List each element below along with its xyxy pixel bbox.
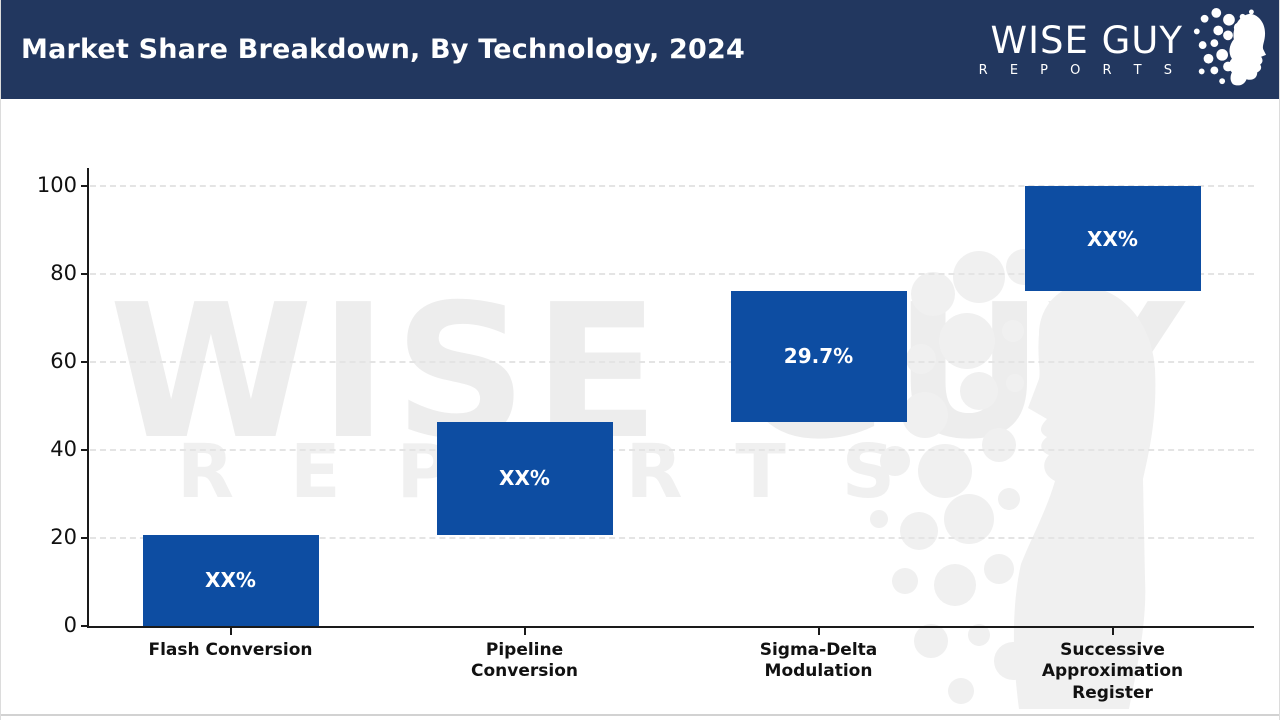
brand-logo: WISE GUY R E P O R T S (979, 0, 1267, 99)
bar-value-label: XX% (499, 466, 550, 491)
y-tick-label: 0 (63, 613, 77, 637)
x-category-label: Flash Conversion (148, 640, 313, 660)
x-tick-mark (817, 628, 820, 635)
bar-value-label: XX% (205, 568, 256, 593)
x-category-label: Successive Approximation Register (1041, 640, 1184, 703)
x-tick-mark (229, 628, 232, 635)
brand-head-icon (1189, 6, 1267, 94)
y-tick-mark (81, 273, 89, 275)
plot: 0 20 40 60 80 100 XX% Flash Conversion XX% Pipeli… (1, 99, 1279, 714)
y-tick-label: 20 (50, 525, 77, 549)
header-banner: Market Share Breakdown, By Technology, 2… (1, 0, 1279, 99)
bar: 29.7% (730, 291, 907, 422)
y-tick-label: 40 (50, 437, 77, 461)
x-category-label: Sigma-Delta Modulation (759, 640, 878, 682)
y-tick-label: 100 (36, 173, 77, 197)
bar-value-label: 29.7% (783, 344, 854, 369)
y-axis-line (87, 168, 89, 628)
watermark-head-icon (861, 219, 1181, 714)
gridline (90, 537, 1254, 539)
brand-name: WISE GUY (990, 19, 1183, 62)
x-axis-line (87, 626, 1254, 628)
y-tick-mark (81, 449, 89, 451)
x-tick-mark (1111, 628, 1114, 635)
bar: XX% (142, 534, 319, 626)
brand-subname: R E P O R T S (978, 63, 1181, 78)
bar-value-label: XX% (1087, 226, 1138, 251)
y-tick-mark (81, 185, 89, 187)
x-category-label: Pipeline Conversion (471, 640, 578, 682)
page-title: Market Share Breakdown, By Technology, 2… (21, 34, 746, 65)
gridline (90, 185, 1254, 187)
y-tick-mark (81, 625, 89, 627)
y-tick-label: 60 (50, 349, 77, 373)
y-tick-label: 80 (50, 261, 77, 285)
bar: XX% (1024, 186, 1201, 292)
x-tick-mark (523, 628, 526, 635)
y-tick-mark (81, 537, 89, 539)
brand-logo-text: WISE GUY R E P O R T S (979, 22, 1183, 77)
gridline (90, 449, 1254, 451)
bar: XX% (436, 421, 613, 535)
gridline (90, 361, 1254, 363)
y-tick-mark (81, 361, 89, 363)
gridline (90, 273, 1254, 275)
